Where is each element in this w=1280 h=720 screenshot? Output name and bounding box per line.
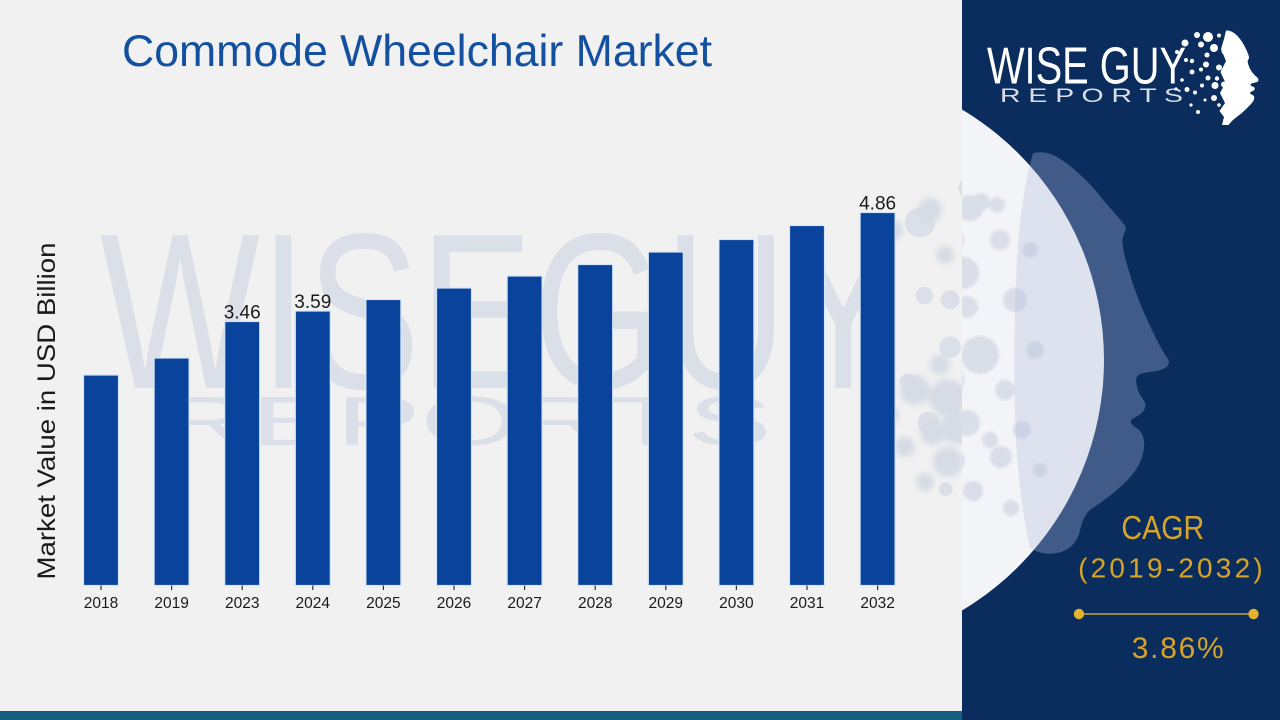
svg-text:2028: 2028 <box>578 595 612 612</box>
svg-text:2018: 2018 <box>84 595 118 612</box>
svg-text:2024: 2024 <box>296 595 331 612</box>
svg-text:2026: 2026 <box>437 595 471 612</box>
svg-text:2025: 2025 <box>366 595 400 612</box>
svg-text:Commode Wheelchair Market: Commode Wheelchair Market <box>122 27 713 76</box>
svg-text:(2019-2032): (2019-2032) <box>1078 553 1266 584</box>
svg-text:2029: 2029 <box>649 595 683 612</box>
svg-text:Market Value in USD Billion: Market Value in USD Billion <box>33 243 61 580</box>
svg-text:2023: 2023 <box>225 595 259 612</box>
svg-text:CAGR: CAGR <box>1121 509 1204 546</box>
svg-text:2031: 2031 <box>790 595 824 612</box>
svg-text:2032: 2032 <box>860 595 894 612</box>
svg-text:2027: 2027 <box>507 595 541 612</box>
svg-text:3.59: 3.59 <box>294 292 331 313</box>
svg-text:4.86: 4.86 <box>859 194 896 215</box>
svg-text:2030: 2030 <box>719 595 754 612</box>
svg-text:3.86%: 3.86% <box>1132 632 1226 665</box>
svg-text:2019: 2019 <box>154 595 188 612</box>
svg-text:3.46: 3.46 <box>224 303 261 324</box>
